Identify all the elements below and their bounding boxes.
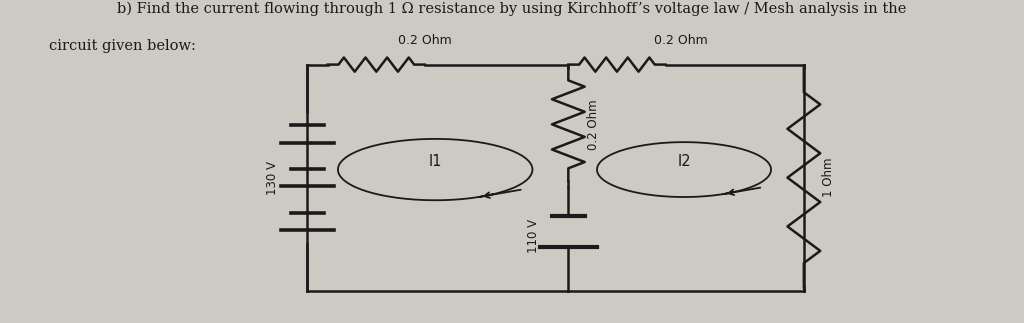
Text: b) Find the current flowing through 1 Ω resistance by using Kirchhoff’s voltage : b) Find the current flowing through 1 Ω … [118, 2, 906, 16]
Text: circuit given below:: circuit given below: [49, 39, 196, 53]
Text: I1: I1 [428, 154, 442, 169]
Text: I2: I2 [677, 154, 691, 169]
Text: 130 V: 130 V [265, 161, 279, 195]
Text: 0.2 Ohm: 0.2 Ohm [654, 34, 708, 47]
Text: 1 Ohm: 1 Ohm [822, 158, 836, 197]
Text: 0.2 Ohm: 0.2 Ohm [587, 99, 600, 150]
Text: 0.2 Ohm: 0.2 Ohm [398, 34, 452, 47]
Text: 110 V: 110 V [526, 219, 540, 253]
